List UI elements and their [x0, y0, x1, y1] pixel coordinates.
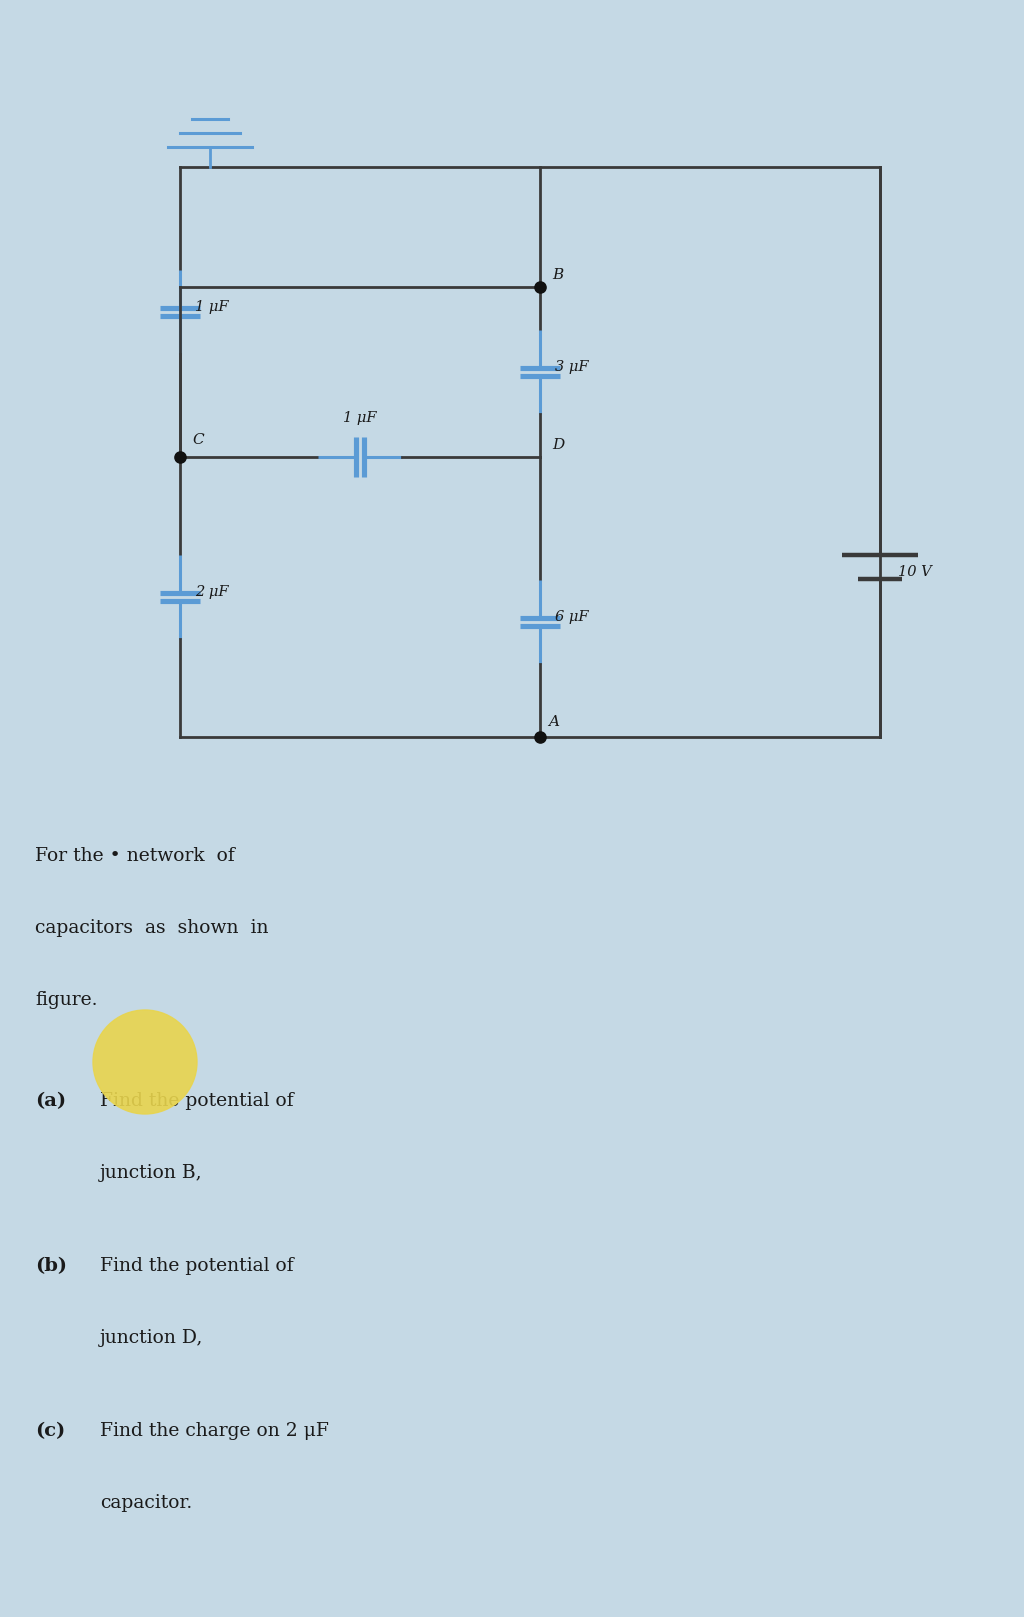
Text: (b): (b) — [35, 1256, 67, 1274]
Text: figure.: figure. — [35, 991, 97, 1009]
Text: D: D — [552, 438, 564, 453]
Text: A: A — [548, 715, 559, 729]
Text: capacitors  as  shown  in: capacitors as shown in — [35, 918, 268, 936]
Text: 2 μF: 2 μF — [195, 585, 228, 598]
Text: (a): (a) — [35, 1091, 67, 1109]
Text: junction D,: junction D, — [100, 1329, 204, 1347]
Text: (c): (c) — [35, 1421, 66, 1441]
Point — [531, 273, 548, 299]
Text: 10 V: 10 V — [898, 564, 932, 579]
Text: Find the potential of: Find the potential of — [100, 1256, 294, 1274]
Text: 3 μF: 3 μF — [555, 361, 589, 374]
Text: 1 μF: 1 μF — [195, 301, 228, 314]
Text: 6 μF: 6 μF — [555, 610, 589, 624]
Text: 1 μF: 1 μF — [343, 411, 377, 425]
Text: For the • network  of: For the • network of — [35, 847, 234, 865]
Text: C: C — [193, 433, 204, 446]
Text: junction B,: junction B, — [100, 1164, 203, 1182]
Point — [172, 445, 188, 471]
Text: Find the potential of: Find the potential of — [100, 1091, 294, 1109]
Point — [531, 724, 548, 750]
Text: B: B — [552, 268, 563, 281]
Text: Find the charge on 2 μF: Find the charge on 2 μF — [100, 1421, 329, 1441]
Text: capacitor.: capacitor. — [100, 1494, 193, 1512]
Circle shape — [93, 1011, 197, 1114]
